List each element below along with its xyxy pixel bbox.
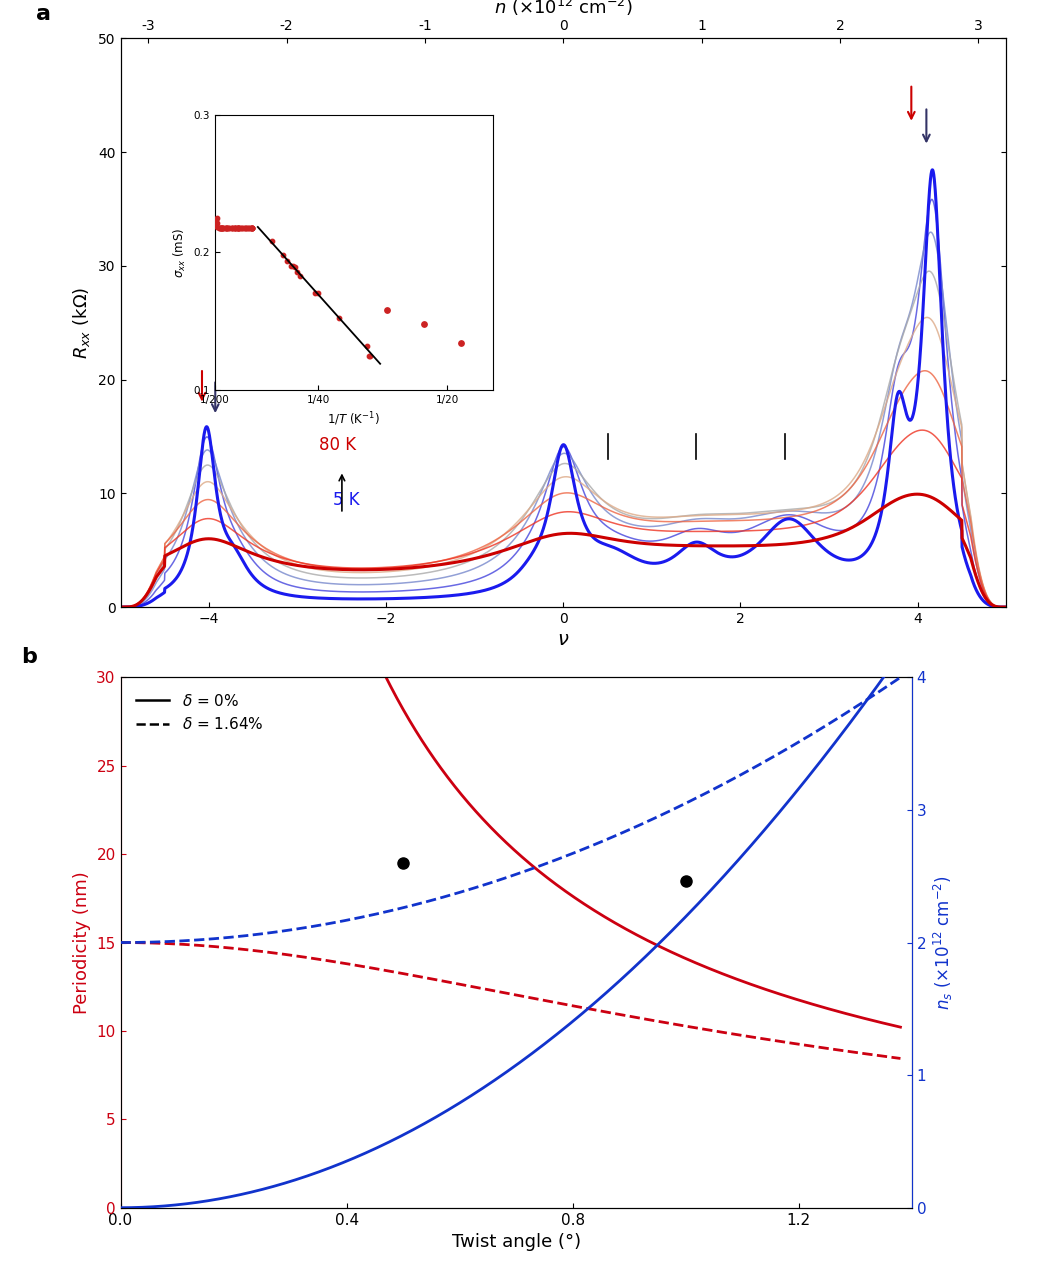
Point xyxy=(214,217,231,238)
Point xyxy=(235,217,252,238)
Point xyxy=(212,217,228,238)
Point xyxy=(230,217,246,238)
Point xyxy=(330,308,347,328)
Point xyxy=(211,217,227,238)
Point xyxy=(226,217,243,238)
Y-axis label: $n_s$ ($\times10^{12}$ cm$^{-2}$): $n_s$ ($\times10^{12}$ cm$^{-2}$) xyxy=(932,875,955,1010)
Point xyxy=(241,217,258,238)
Point xyxy=(279,250,296,271)
Point xyxy=(212,217,228,238)
Point xyxy=(453,332,470,353)
X-axis label: $1/T$ (K$^{-1}$): $1/T$ (K$^{-1}$) xyxy=(327,410,380,428)
Point xyxy=(223,217,240,238)
Point xyxy=(291,266,308,286)
Point xyxy=(226,217,243,238)
Point xyxy=(244,217,261,238)
Point xyxy=(215,217,232,238)
Point xyxy=(239,217,256,238)
Point xyxy=(223,217,240,238)
Point xyxy=(227,217,244,238)
Point xyxy=(307,282,324,303)
X-axis label: $\nu$: $\nu$ xyxy=(558,630,569,649)
Point xyxy=(243,217,260,238)
Point xyxy=(243,217,260,238)
Point xyxy=(237,217,254,238)
Point xyxy=(209,216,225,236)
Text: 80 K: 80 K xyxy=(319,436,356,454)
Y-axis label: $R_{xx}$ (k$\Omega$): $R_{xx}$ (k$\Omega$) xyxy=(71,286,92,359)
Point xyxy=(221,217,238,238)
Point xyxy=(358,335,375,355)
Point xyxy=(213,217,230,238)
Point xyxy=(233,217,249,238)
Point xyxy=(276,245,292,266)
Point xyxy=(218,217,235,238)
Point xyxy=(221,217,238,238)
Point xyxy=(214,217,231,238)
Point xyxy=(218,217,235,238)
Point xyxy=(225,217,242,238)
Point xyxy=(230,217,246,238)
Y-axis label: Periodicity (nm): Periodicity (nm) xyxy=(72,872,91,1013)
Point xyxy=(361,346,377,367)
Text: a: a xyxy=(37,4,51,24)
Point xyxy=(208,210,224,230)
Point xyxy=(244,217,261,238)
Point xyxy=(217,217,234,238)
Point xyxy=(213,217,230,238)
Point xyxy=(230,217,246,238)
Point xyxy=(230,217,246,238)
Point xyxy=(218,217,235,238)
Point xyxy=(214,217,231,238)
Point xyxy=(284,256,301,276)
Point xyxy=(209,213,225,234)
Point xyxy=(238,217,255,238)
Y-axis label: $\sigma_{xx}$ (mS): $\sigma_{xx}$ (mS) xyxy=(172,227,188,277)
Point xyxy=(226,217,243,238)
Point xyxy=(214,217,231,238)
X-axis label: $n$ ($\times10^{12}$ cm$^{-2}$): $n$ ($\times10^{12}$ cm$^{-2}$) xyxy=(494,0,633,18)
Text: b: b xyxy=(22,647,38,667)
Point xyxy=(209,208,225,229)
Text: 5 K: 5 K xyxy=(333,491,359,509)
Point xyxy=(234,217,250,238)
Point xyxy=(362,345,378,366)
Point xyxy=(244,217,261,238)
Point xyxy=(231,217,247,238)
Point xyxy=(208,213,224,234)
Point xyxy=(224,217,241,238)
Point xyxy=(232,217,248,238)
Point xyxy=(243,217,260,238)
Point xyxy=(213,217,230,238)
Point xyxy=(288,262,305,282)
X-axis label: Twist angle (°): Twist angle (°) xyxy=(452,1233,581,1251)
Point xyxy=(240,217,257,238)
Point xyxy=(230,217,246,238)
Point xyxy=(287,257,304,277)
Point xyxy=(282,257,299,277)
Point xyxy=(379,300,396,321)
Point xyxy=(263,231,280,252)
Point xyxy=(415,313,432,334)
Point xyxy=(218,217,235,238)
Point xyxy=(309,282,326,303)
Point xyxy=(219,217,236,238)
Point xyxy=(237,217,254,238)
Legend: $\delta$ = 0%, $\delta$ = 1.64%: $\delta$ = 0%, $\delta$ = 1.64% xyxy=(128,685,270,740)
Point xyxy=(242,217,259,238)
